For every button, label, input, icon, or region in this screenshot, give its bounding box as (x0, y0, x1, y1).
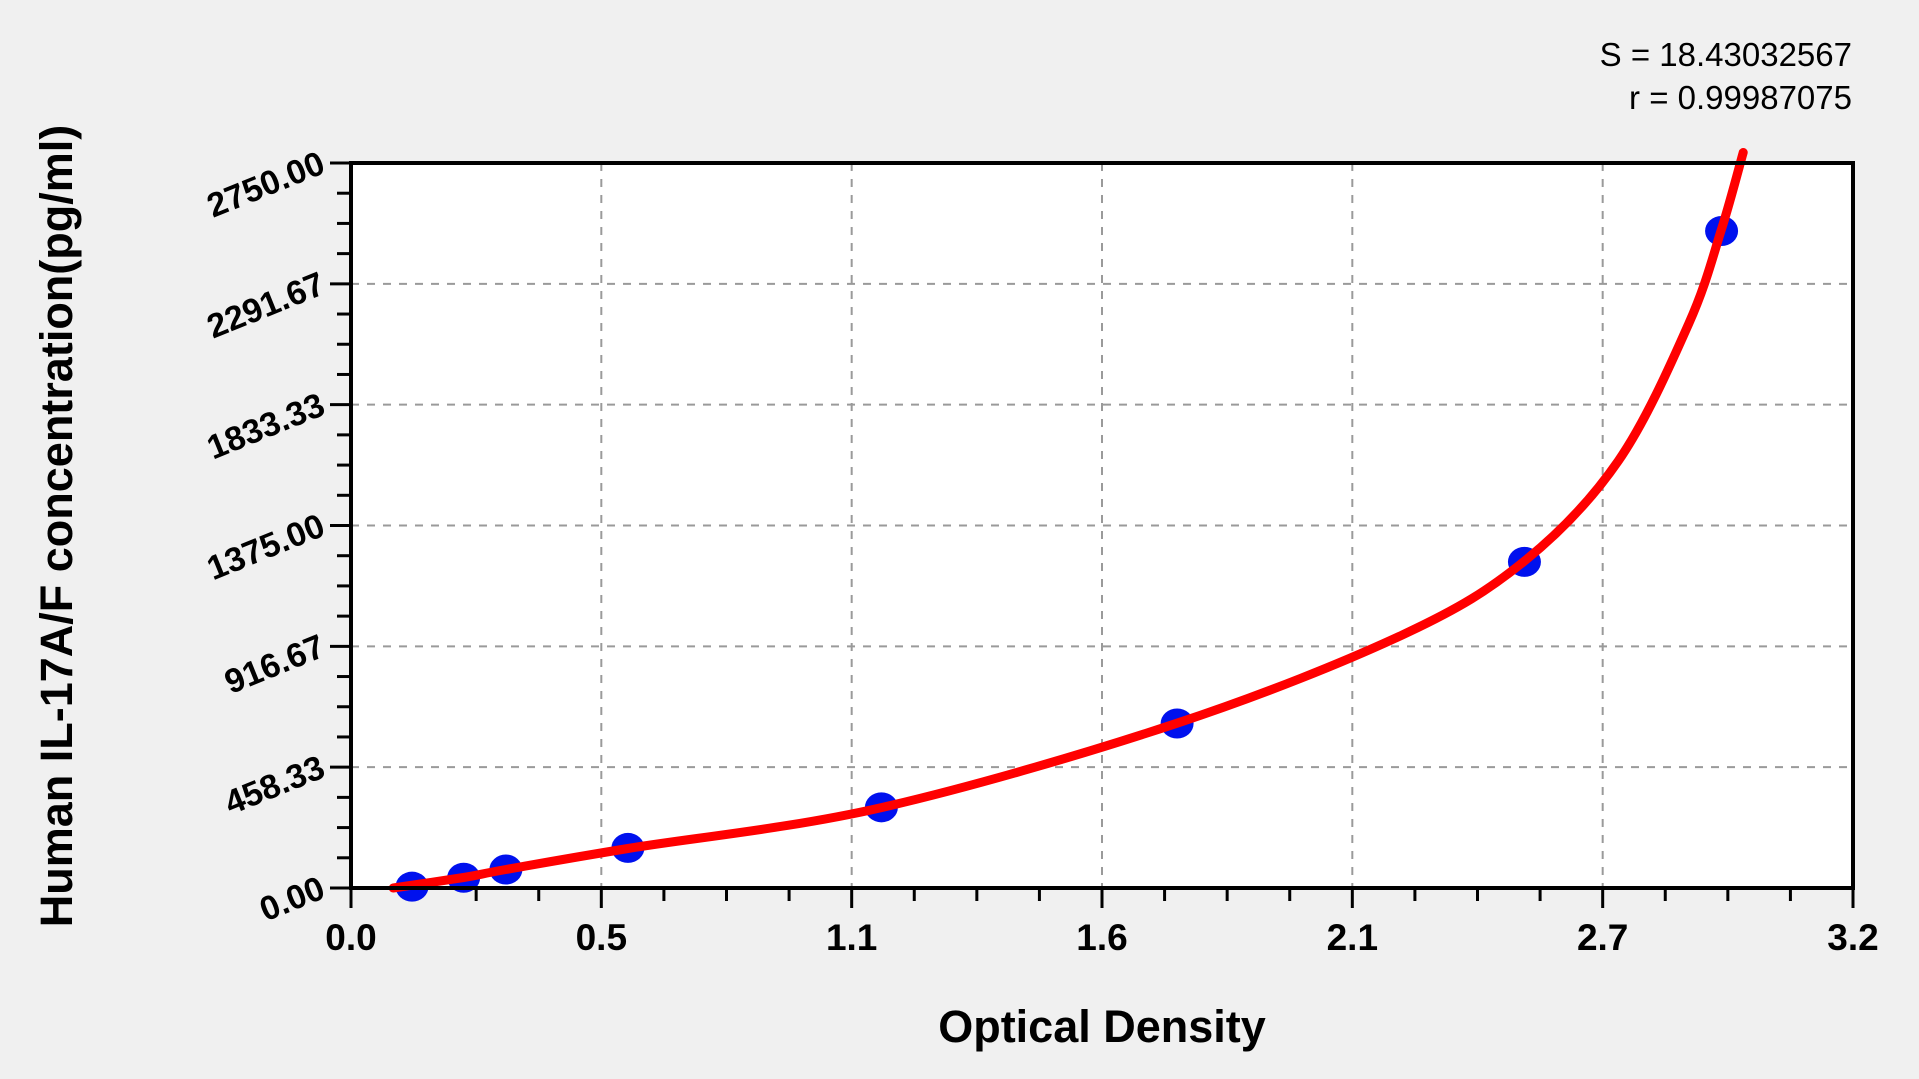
fit-curve (388, 148, 1748, 893)
y-tick-label: 1375.00 (202, 507, 330, 588)
y-tick-label: 2291.67 (202, 265, 330, 346)
x-tick-label: 1.6 (1076, 917, 1127, 958)
x-tick-label: 3.2 (1827, 917, 1878, 958)
axis-ticks (330, 161, 1855, 908)
y-axis-title: Human IL-17A/F concentration(pg/ml) (31, 125, 82, 928)
y-tick-label: 916.67 (219, 628, 330, 702)
x-tick-label: 1.1 (826, 917, 877, 958)
x-tick-label: 0.5 (576, 917, 627, 958)
gridlines (351, 163, 1853, 888)
plot-frame (349, 161, 1855, 890)
x-axis-title: Optical Density (938, 1001, 1266, 1052)
x-tick-labels: 0.0 0.5 1.1 1.6 2.1 2.7 3.2 (325, 917, 1878, 958)
y-tick-label: 458.33 (219, 748, 330, 822)
x-tick-label: 2.7 (1577, 917, 1628, 958)
y-tick-labels: 0.00 458.33 916.67 1375.00 1833.33 2291.67 275… (202, 144, 330, 929)
y-tick-label: 1833.33 (202, 386, 330, 467)
x-tick-label: 2.1 (1327, 917, 1378, 958)
x-tick-label: 0.0 (325, 917, 376, 958)
annotation-s-value: S = 18.43032567 (1600, 36, 1852, 73)
y-tick-label: 2750.00 (202, 144, 330, 225)
y-tick-label: 0.00 (254, 869, 330, 929)
annotation-r-value: r = 0.99987075 (1629, 79, 1852, 116)
